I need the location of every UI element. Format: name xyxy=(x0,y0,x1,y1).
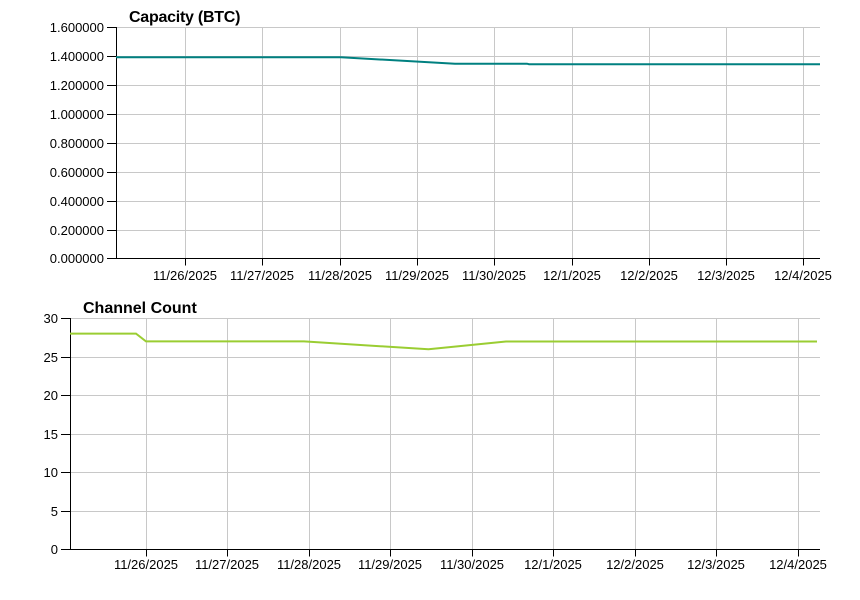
svg-text:12/3/2025: 12/3/2025 xyxy=(687,557,745,572)
svg-text:30: 30 xyxy=(44,311,58,326)
svg-text:25: 25 xyxy=(44,350,58,365)
svg-text:11/27/2025: 11/27/2025 xyxy=(195,557,259,572)
svg-text:20: 20 xyxy=(44,388,58,403)
svg-text:0.800000: 0.800000 xyxy=(50,136,104,151)
svg-text:10: 10 xyxy=(44,465,58,480)
svg-text:12/1/2025: 12/1/2025 xyxy=(543,268,601,283)
svg-text:11/28/2025: 11/28/2025 xyxy=(308,268,372,283)
svg-text:12/2/2025: 12/2/2025 xyxy=(606,557,664,572)
svg-text:12/1/2025: 12/1/2025 xyxy=(524,557,582,572)
svg-text:11/26/2025: 11/26/2025 xyxy=(114,557,178,572)
svg-text:12/4/2025: 12/4/2025 xyxy=(769,557,827,572)
svg-text:11/27/2025: 11/27/2025 xyxy=(230,268,294,283)
svg-text:11/29/2025: 11/29/2025 xyxy=(385,268,449,283)
svg-text:11/30/2025: 11/30/2025 xyxy=(462,268,526,283)
svg-text:0.200000: 0.200000 xyxy=(50,223,104,238)
svg-text:12/2/2025: 12/2/2025 xyxy=(620,268,678,283)
svg-text:11/26/2025: 11/26/2025 xyxy=(153,268,217,283)
svg-text:0.400000: 0.400000 xyxy=(50,194,104,209)
svg-text:0.600000: 0.600000 xyxy=(50,165,104,180)
svg-text:0: 0 xyxy=(51,542,58,557)
svg-text:1.000000: 1.000000 xyxy=(50,107,104,122)
svg-text:11/29/2025: 11/29/2025 xyxy=(358,557,422,572)
svg-text:1.200000: 1.200000 xyxy=(50,78,104,93)
svg-text:11/30/2025: 11/30/2025 xyxy=(440,557,504,572)
svg-text:Channel Count: Channel Count xyxy=(83,300,197,317)
svg-text:0.000000: 0.000000 xyxy=(50,251,104,266)
svg-text:1.600000: 1.600000 xyxy=(50,20,104,35)
svg-text:1.400000: 1.400000 xyxy=(50,49,104,64)
svg-text:Capacity (BTC): Capacity (BTC) xyxy=(129,9,240,26)
svg-text:12/3/2025: 12/3/2025 xyxy=(697,268,755,283)
svg-text:12/4/2025: 12/4/2025 xyxy=(774,268,832,283)
svg-text:11/28/2025: 11/28/2025 xyxy=(277,557,341,572)
svg-text:5: 5 xyxy=(51,504,58,519)
svg-text:15: 15 xyxy=(44,427,58,442)
